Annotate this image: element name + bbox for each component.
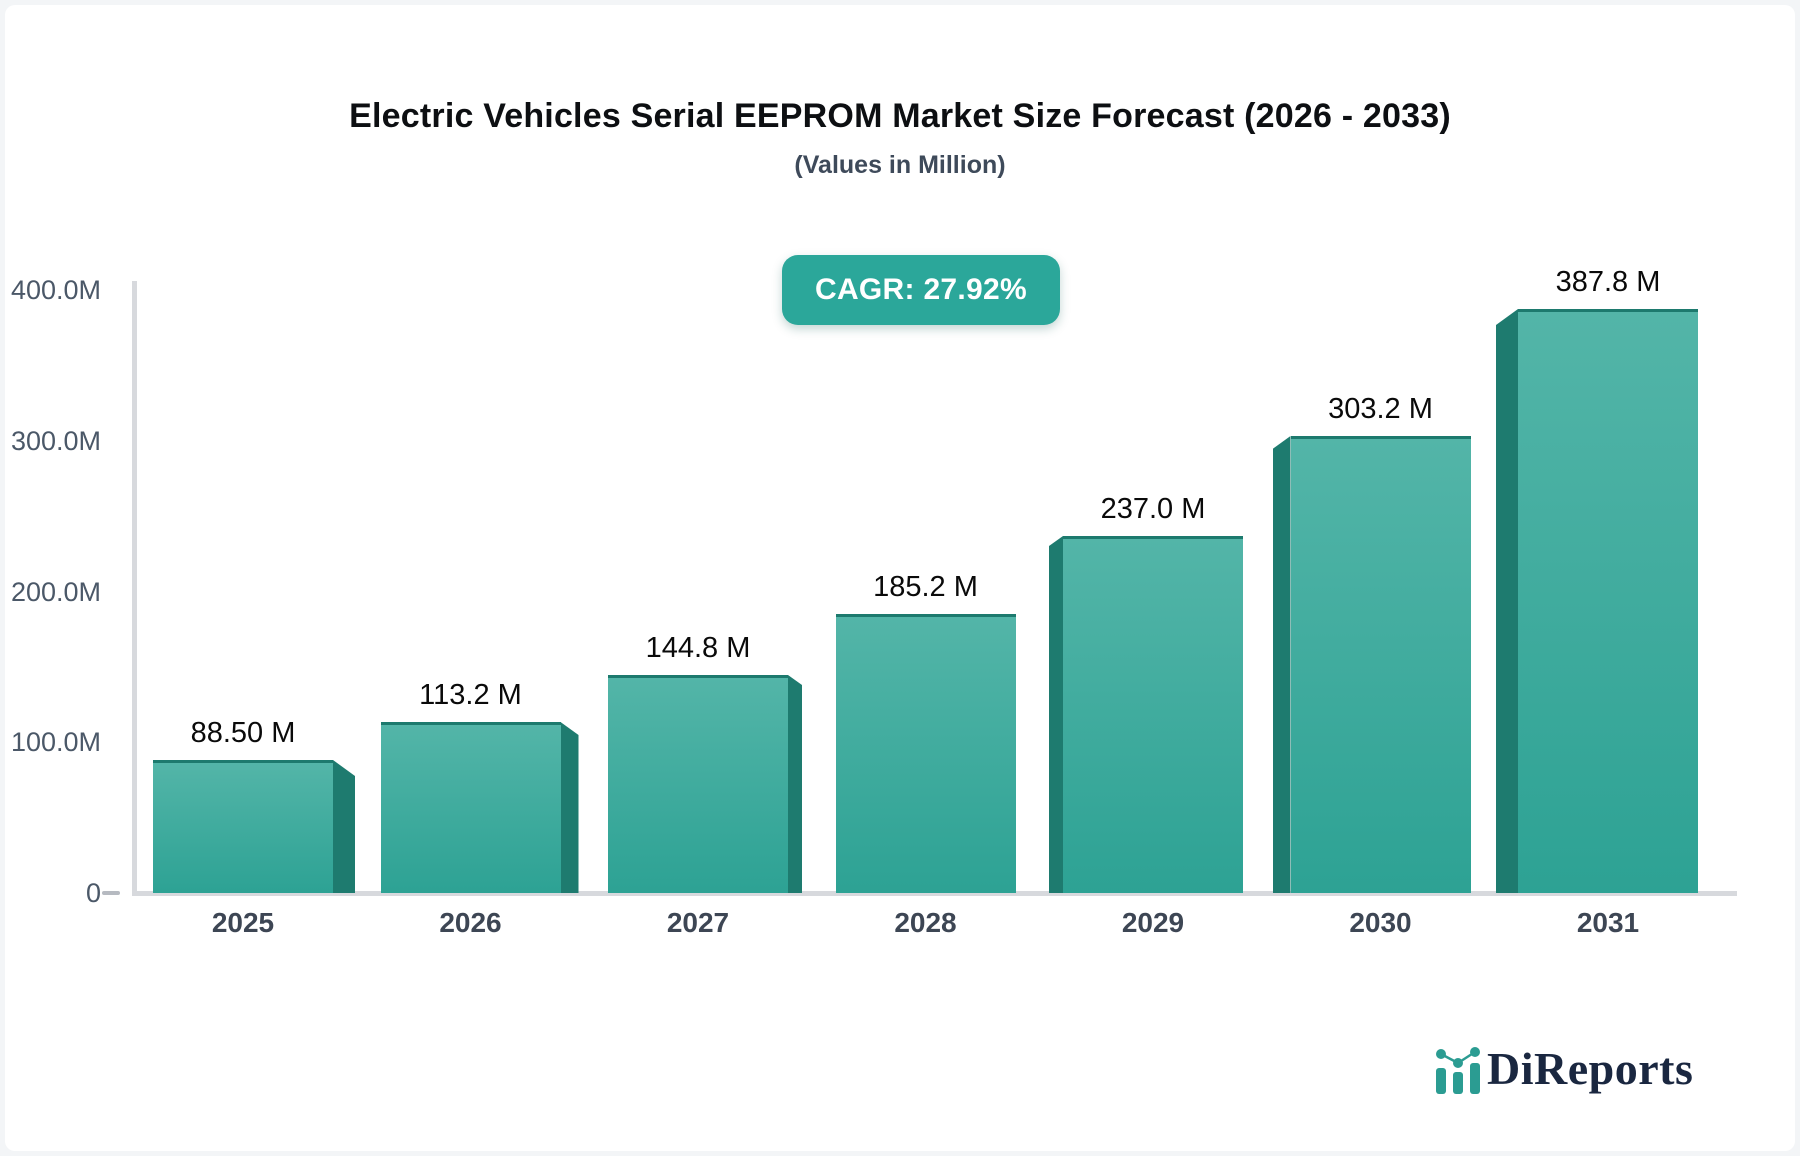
x-axis-label: 2030: [1349, 907, 1412, 938]
bar-value-label: 303.2 M: [1328, 393, 1433, 425]
bar-face: [1063, 536, 1243, 893]
bar-side-panel: [1272, 436, 1291, 893]
zero-tick-mark: [102, 891, 120, 895]
bar-value-label: 88.50 M: [190, 717, 296, 749]
bar-face: [1290, 436, 1471, 893]
x-axis-label: 2025: [211, 907, 275, 938]
x-axis-label: 2031: [1576, 907, 1640, 938]
mini-bar-chart-icon: [1436, 1047, 1480, 1094]
bar-face: [1518, 309, 1698, 893]
x-axis-baseline: [132, 891, 1737, 896]
y-axis-tick-label: 400.0M: [10, 275, 101, 306]
x-axis-label: 2029: [1121, 907, 1185, 938]
chart-subtitle: (Values in Million): [794, 151, 1006, 179]
bar-face: [380, 722, 561, 893]
y-axis-tick-label: 300.0M: [10, 426, 101, 457]
x-axis-label: 2028: [894, 907, 957, 938]
bar-value-label: 185.2 M: [873, 571, 978, 603]
y-axis-tick-label: 0: [85, 878, 101, 908]
y-axis-tick-label: 100.0M: [10, 727, 101, 758]
bar-value-label: 387.8 M: [1555, 266, 1661, 298]
bar-side-panel: [788, 675, 802, 893]
bar-value-label: 144.8 M: [645, 632, 751, 664]
direports-logo-text: DiReports: [1487, 1043, 1694, 1094]
chart-title: Electric Vehicles Serial EEPROM Market S…: [349, 97, 1451, 135]
bar-side-panel: [1049, 536, 1063, 893]
direports-logo: DiReports: [1433, 1043, 1693, 1097]
bar-side-panel: [1496, 309, 1518, 893]
bar-side-panel: [333, 760, 355, 893]
x-axis-label: 2027: [666, 907, 730, 938]
bar-face: [153, 760, 333, 893]
bar-side-panel: [560, 722, 579, 893]
cagr-badge-label: CAGR: 27.92%: [814, 273, 1027, 306]
x-axis-label: 2026: [439, 907, 502, 938]
bar-face: [835, 614, 1016, 893]
y-axis-tick-label: 200.0M: [10, 576, 101, 607]
chart-area: 400.0M 300.0M 200.0M 100.0M 0 88.50 M 2025 113…: [5, 5, 1800, 1156]
cagr-badge: CAGR: 27.92%: [782, 255, 1060, 325]
bar-face: [608, 675, 788, 893]
bar-value-label: 237.0 M: [1100, 493, 1206, 525]
chart-card: Electric Vehicles Serial EEPROM Market S…: [5, 5, 1795, 1151]
y-axis-line: [132, 281, 137, 893]
bar-value-label: 113.2 M: [419, 679, 522, 711]
